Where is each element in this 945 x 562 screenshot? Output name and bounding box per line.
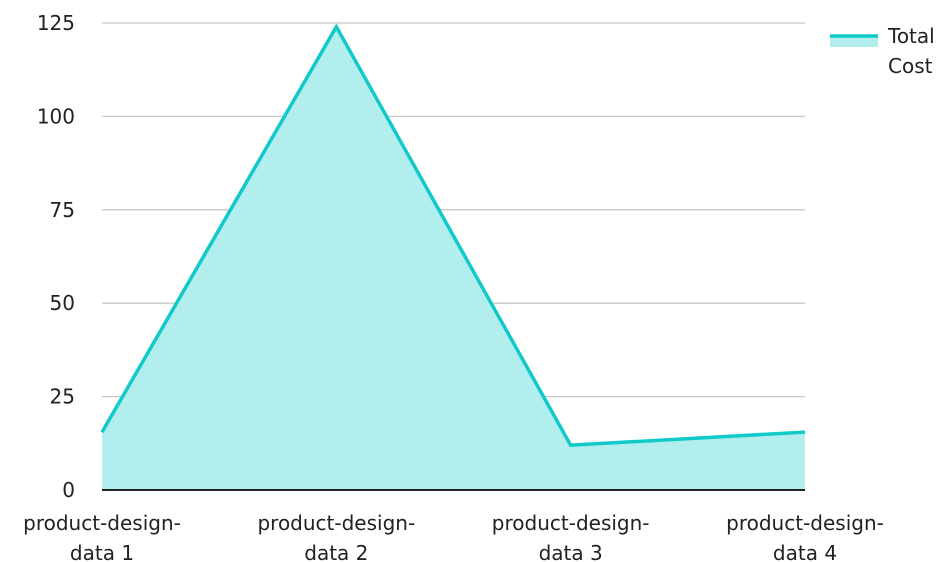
series-layer xyxy=(100,23,806,491)
y-tick-label: 25 xyxy=(50,385,75,409)
series-area xyxy=(102,26,805,491)
x-tick-label: product-design-data 1 xyxy=(23,511,181,562)
legend: Total Cost xyxy=(830,24,935,78)
y-tick-label: 125 xyxy=(37,11,75,35)
y-tick-label: 100 xyxy=(37,104,75,128)
legend-label-line: Cost xyxy=(888,54,933,78)
x-tick-label: product-design-data 2 xyxy=(257,511,415,562)
x-tick-label-line: data 2 xyxy=(304,541,368,562)
y-tick-label: 50 xyxy=(50,291,75,315)
x-tick-label-line: data 3 xyxy=(539,541,603,562)
x-tick-label-line: product-design- xyxy=(257,511,415,535)
x-axis: product-design-data 1product-design-data… xyxy=(23,489,884,562)
x-tick-label: product-design-data 4 xyxy=(726,511,884,562)
x-tick-label-line: data 4 xyxy=(773,541,837,562)
x-tick-label-line: product-design- xyxy=(492,511,650,535)
legend-label: Total Cost xyxy=(887,24,935,78)
series-line xyxy=(100,23,806,447)
y-axis: 0 25 50 75 100 125 xyxy=(37,11,75,502)
x-tick-label-line: product-design- xyxy=(726,511,884,535)
legend-label-line: Total xyxy=(887,24,935,48)
x-tick-label-line: data 1 xyxy=(70,541,134,562)
y-tick-label: 0 xyxy=(62,478,75,502)
legend-swatch-fill xyxy=(830,36,878,47)
x-tick-label: product-design-data 3 xyxy=(492,511,650,562)
y-tick-label: 75 xyxy=(50,198,75,222)
x-tick-label-line: product-design- xyxy=(23,511,181,535)
